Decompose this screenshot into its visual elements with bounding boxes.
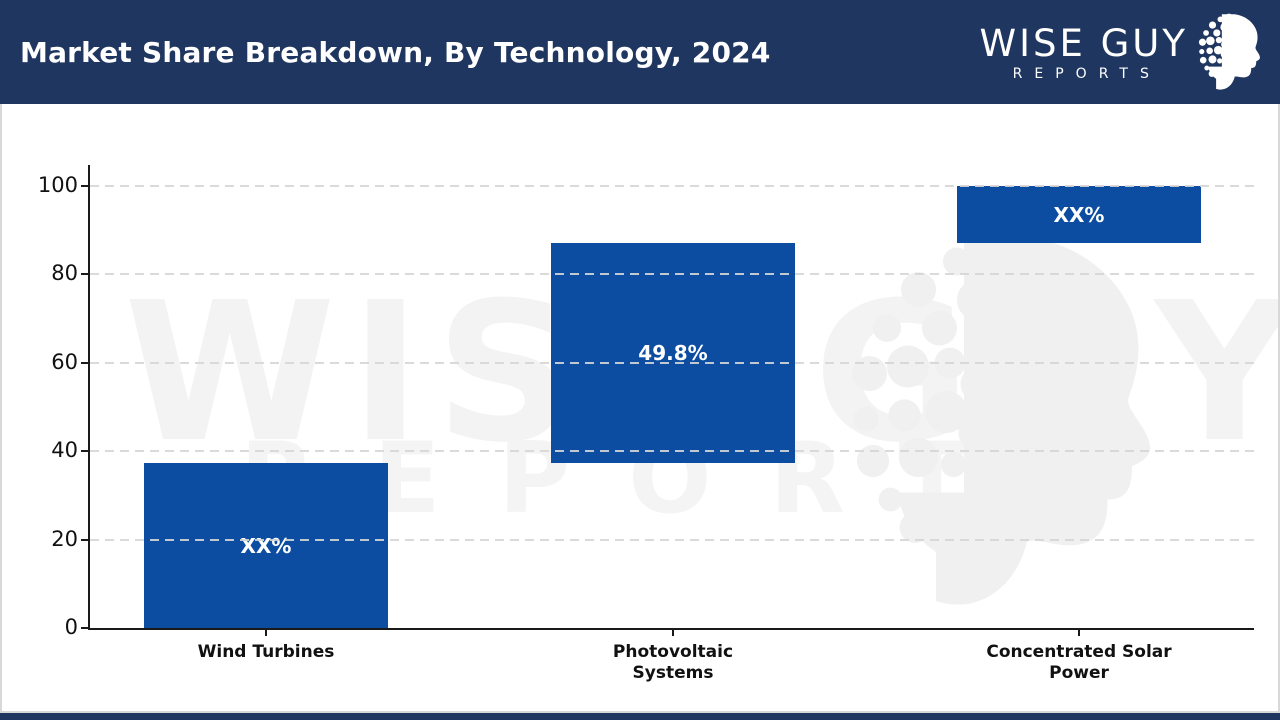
y-tick-mark [81,273,89,275]
y-tick-label-20: 20 [51,527,78,551]
logo-wordmark: WISE GUY [979,22,1188,65]
chart-panel: WISE GUY REPORTS XX%49.8%XX% 02040608010… [0,104,1280,713]
footer-band [0,713,1280,720]
gridline-40 [90,450,1254,452]
watermark-head-icon [852,233,1151,605]
x-axis-line [88,628,1254,630]
bar-photovoltaic-systems: 49.8% [551,243,795,463]
gridline-100 [90,185,1254,187]
gridline-60 [90,362,1254,364]
x-tick-mark [1078,630,1080,636]
plot-area: XX% 49.8% XX% [90,185,1254,628]
y-tick-mark [81,627,89,629]
category-label-wind-turbines: Wind Turbines [197,642,335,662]
header-band: Market Share Breakdown, By Technology, 2… [0,0,1280,104]
logo-wordmark-block: WISE GUY REPORTS [979,22,1188,83]
y-tick-label-80: 80 [51,261,78,285]
dotted-head-profile-icon [1198,13,1260,90]
bar-concentrated-solar-power: XX% [957,186,1201,243]
bar-value-label: XX% [1053,202,1105,227]
logo-subtitle: REPORTS [1012,66,1161,82]
y-tick-mark [81,539,89,541]
wise-guy-reports-logo: WISE GUY REPORTS [980,8,1266,98]
chart-title: Market Share Breakdown, By Technology, 2… [20,35,771,69]
y-tick-mark [81,450,89,452]
x-tick-mark [265,630,267,636]
y-tick-label-100: 100 [37,173,78,197]
category-label-concentrated-solar-power: Concentrated Solar Power [986,642,1172,683]
y-axis-line [88,165,90,630]
y-tick-label-0: 0 [64,615,78,639]
x-tick-mark [672,630,674,636]
gridline-20 [90,539,1254,541]
category-label-photovoltaic-systems: Photovoltaic Systems [612,642,734,683]
y-tick-label-60: 60 [51,350,78,374]
bar-value-label: 49.8% [638,341,708,365]
bar-value-label: XX% [240,533,292,558]
gridline-80 [90,273,1254,275]
y-tick-mark [81,185,89,187]
y-tick-mark [81,362,89,364]
bar-wind-turbines: XX% [144,463,388,628]
y-tick-label-40: 40 [51,438,78,462]
